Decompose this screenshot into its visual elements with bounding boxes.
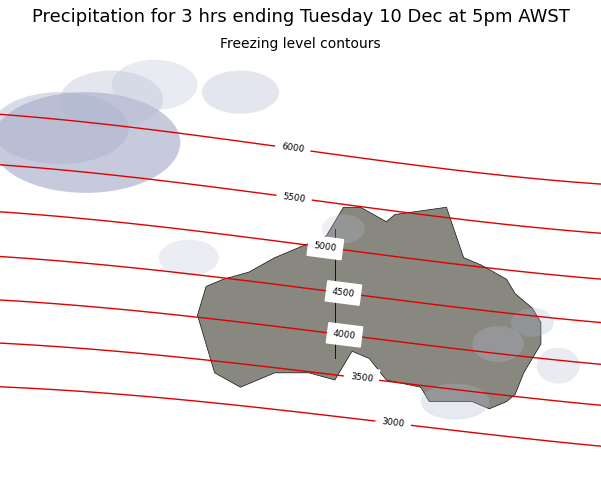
Ellipse shape <box>537 347 579 384</box>
Text: 6000: 6000 <box>281 142 305 155</box>
Text: 4000: 4000 <box>332 329 356 341</box>
Ellipse shape <box>421 384 489 420</box>
Text: Freezing level contours: Freezing level contours <box>220 37 381 51</box>
Ellipse shape <box>0 92 180 193</box>
Text: 4500: 4500 <box>332 287 355 299</box>
Text: 3500: 3500 <box>350 372 373 384</box>
Text: 5000: 5000 <box>313 242 337 253</box>
Ellipse shape <box>202 70 279 114</box>
Ellipse shape <box>472 326 523 362</box>
Ellipse shape <box>112 60 198 110</box>
Ellipse shape <box>322 214 365 243</box>
Text: 5500: 5500 <box>282 192 306 203</box>
Ellipse shape <box>60 70 163 128</box>
Text: 3000: 3000 <box>381 417 405 429</box>
Ellipse shape <box>0 92 129 164</box>
Ellipse shape <box>511 308 554 337</box>
Polygon shape <box>198 207 541 409</box>
Text: Precipitation for 3 hrs ending Tuesday 10 Dec at 5pm AWST: Precipitation for 3 hrs ending Tuesday 1… <box>32 8 569 26</box>
Ellipse shape <box>159 240 219 276</box>
